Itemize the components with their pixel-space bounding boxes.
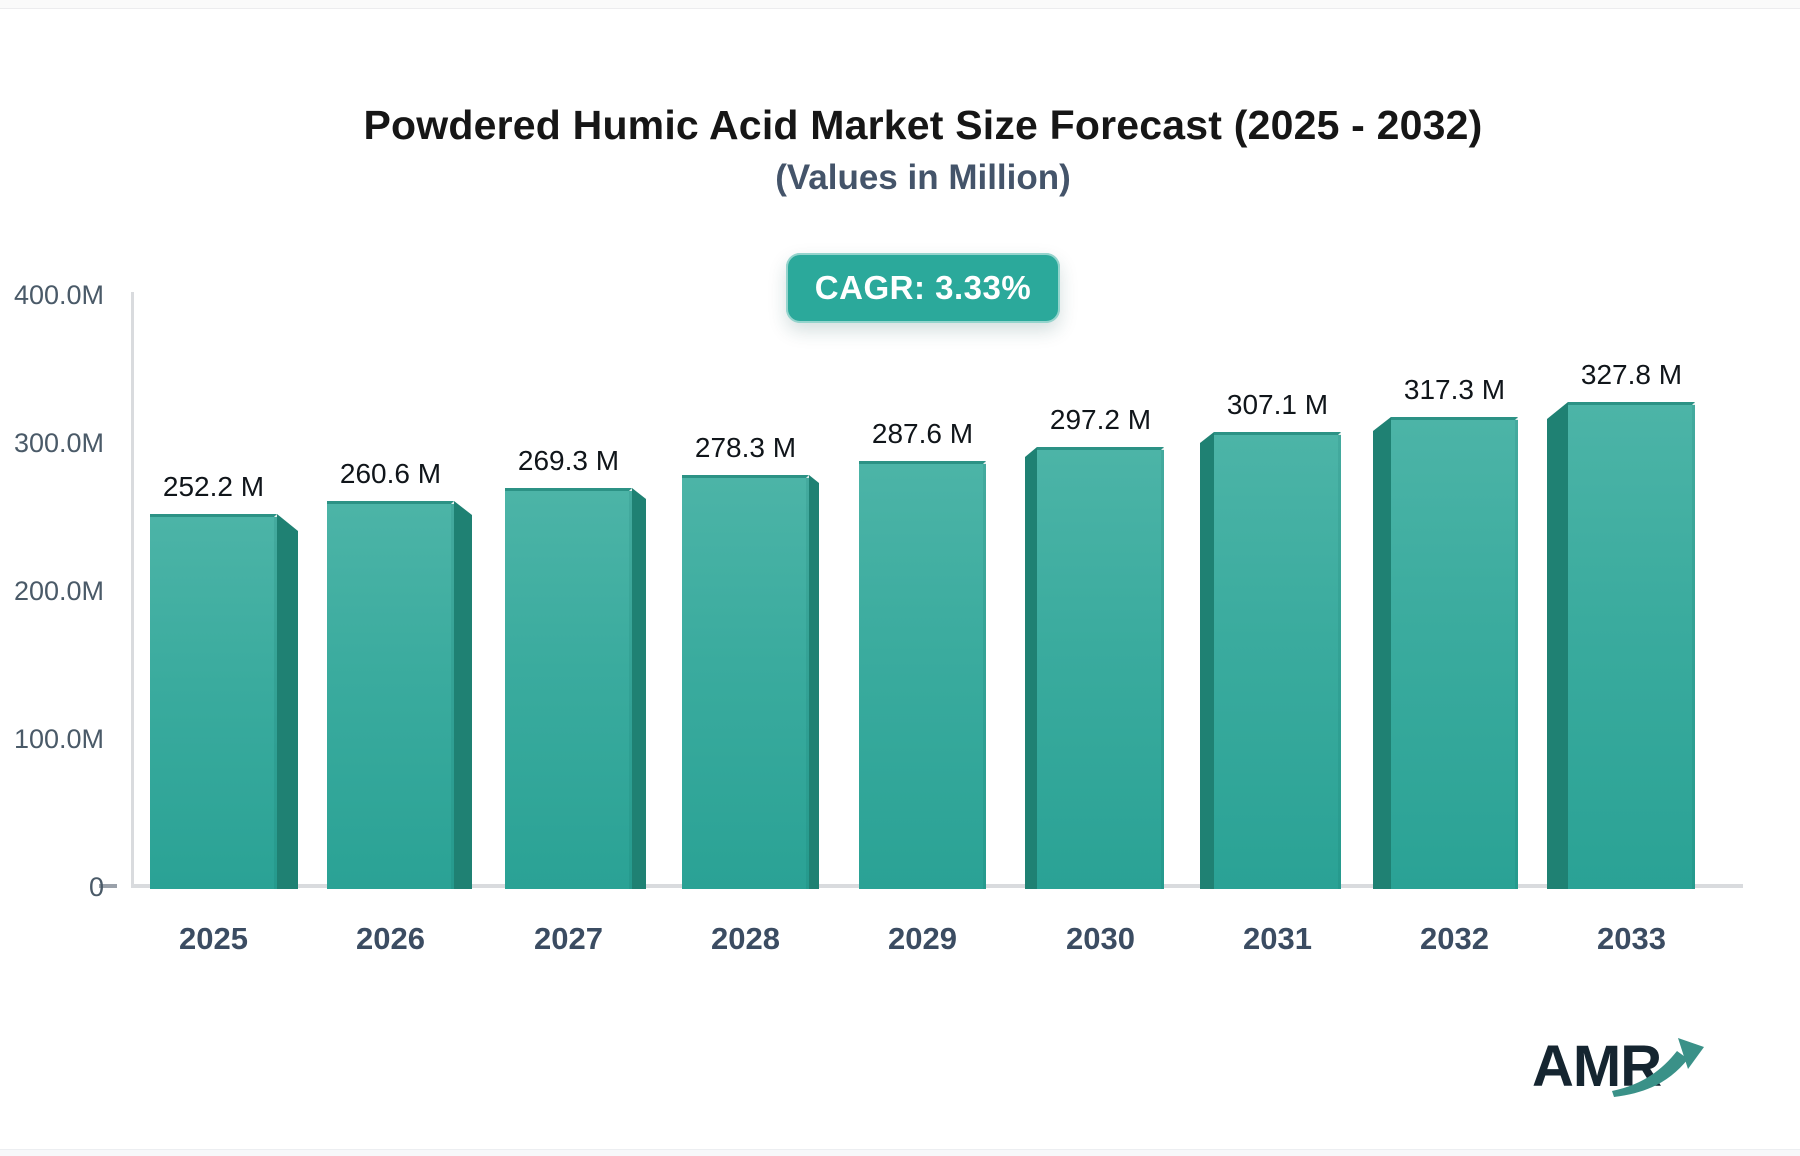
bar-front-face xyxy=(1214,432,1341,889)
bar-front-face xyxy=(1391,417,1518,889)
bar-2026 xyxy=(327,501,472,889)
page-top-edge xyxy=(0,0,1800,9)
bar-side-face xyxy=(277,514,298,889)
chart-subtitle: (Values in Million) xyxy=(775,158,1071,197)
bar-side-face xyxy=(454,501,472,889)
bar-value-label: 260.6 M xyxy=(339,458,442,489)
growth-arrow-icon xyxy=(1612,1038,1704,1097)
bar-side-face xyxy=(1025,447,1037,889)
bar-2033 xyxy=(1547,402,1695,889)
bar-2025 xyxy=(150,514,298,889)
bar-front-face xyxy=(682,475,809,889)
bar-front-face xyxy=(1568,402,1695,889)
bar-value-label: 297.2 M xyxy=(1049,404,1152,435)
amr-logo: AMR xyxy=(1532,1036,1707,1106)
bar-side-face xyxy=(1373,417,1391,889)
bar-value-label: 278.3 M xyxy=(694,432,797,463)
bar-front-face xyxy=(1037,447,1164,889)
y-tick-label: 200.0M xyxy=(13,576,104,606)
cagr-badge-label: CAGR: 3.33% xyxy=(814,269,1032,306)
x-tick-label: 2030 xyxy=(1066,921,1135,956)
cagr-badge: CAGR: 3.33% xyxy=(786,253,1060,323)
bar-value-label: 317.3 M xyxy=(1403,374,1506,405)
bar-value-label: 307.1 M xyxy=(1226,389,1329,420)
bar-2029 xyxy=(859,461,986,889)
bar-front-face xyxy=(859,461,986,889)
x-tick-label: 2033 xyxy=(1597,921,1666,956)
x-tick-label: 2026 xyxy=(356,921,425,956)
bar-value-label: 269.3 M xyxy=(517,445,620,476)
page-bottom-edge xyxy=(0,1149,1800,1156)
bar-2028 xyxy=(682,475,819,889)
bar-front-face xyxy=(505,488,632,889)
x-tick-label: 2031 xyxy=(1243,921,1312,956)
bar-side-face xyxy=(632,488,646,889)
x-tick-label: 2027 xyxy=(534,921,603,956)
bar-side-face xyxy=(1200,432,1214,889)
x-tick-label: 2028 xyxy=(711,921,780,956)
chart-title: Powdered Humic Acid Market Size Forecast… xyxy=(363,102,1483,148)
bar-front-face xyxy=(327,501,454,889)
bar-side-face xyxy=(809,475,819,889)
bar-side-face xyxy=(1547,402,1568,889)
y-tick-label: 0 xyxy=(88,872,104,902)
y-tick-label: 300.0M xyxy=(13,428,104,458)
y-tick-label: 100.0M xyxy=(13,724,104,754)
bar-2031 xyxy=(1200,432,1341,889)
y-tick-label: 400.0M xyxy=(13,280,104,310)
bar-value-label: 287.6 M xyxy=(871,418,974,449)
bar-value-label: 252.2 M xyxy=(162,471,265,502)
x-tick-label: 2032 xyxy=(1420,921,1489,956)
x-tick-label: 2029 xyxy=(888,921,957,956)
bar-value-label: 327.8 M xyxy=(1580,359,1683,390)
x-tick-label: 2025 xyxy=(179,921,248,956)
bar-front-face xyxy=(150,514,277,889)
bar-2030 xyxy=(1025,447,1164,889)
zero-tick-mark xyxy=(99,884,117,888)
bar-2027 xyxy=(505,488,646,889)
bar-2032 xyxy=(1373,417,1518,889)
y-axis-line xyxy=(131,292,134,888)
